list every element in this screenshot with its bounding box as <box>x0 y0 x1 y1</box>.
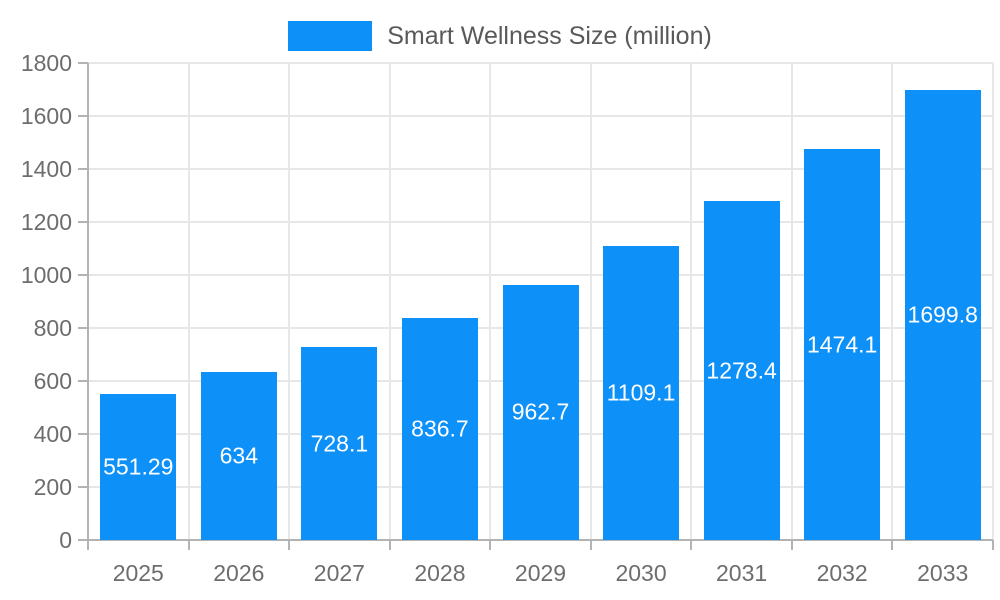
y-gridline <box>88 168 993 170</box>
bar-value-label: 551.29 <box>103 453 174 480</box>
x-gridline <box>589 63 592 540</box>
bar-2030[interactable]: 1109.1 <box>603 246 680 540</box>
x-gridline <box>690 63 693 540</box>
x-gridline <box>891 63 894 540</box>
legend-swatch <box>288 21 373 51</box>
bar-2025[interactable]: 551.29 <box>100 393 177 540</box>
y-axis-tick-label: 0 <box>59 527 72 553</box>
bar-2031[interactable]: 1278.4 <box>703 201 780 540</box>
x-gridline <box>790 63 793 540</box>
x-axis-tick <box>992 540 994 550</box>
y-axis-tick <box>78 486 88 488</box>
y-axis-tick <box>78 327 88 329</box>
y-axis-tick-label: 1400 <box>20 156 72 182</box>
x-axis-tick-label: 2030 <box>615 560 667 586</box>
bar-2033[interactable]: 1699.8 <box>904 89 981 540</box>
bar-value-label: 1474.1 <box>806 331 878 358</box>
y-axis-tick-label: 1800 <box>20 50 72 76</box>
x-gridline <box>489 63 492 540</box>
x-axis-tick-label: 2026 <box>213 560 265 586</box>
y-axis-tick <box>78 168 88 170</box>
y-gridline <box>88 115 993 117</box>
y-axis-tick <box>78 380 88 382</box>
bar-2032[interactable]: 1474.1 <box>804 149 881 540</box>
y-axis-tick-label: 1600 <box>20 103 72 129</box>
y-axis-tick <box>78 274 88 276</box>
bar-value-label: 728.1 <box>310 430 369 457</box>
y-axis-tick <box>78 62 88 64</box>
bar-value-label: 1699.8 <box>907 301 978 328</box>
bar-2027[interactable]: 728.1 <box>301 347 378 540</box>
x-axis-tick-label: 2031 <box>716 560 768 586</box>
bar-value-label: 836.7 <box>411 415 469 442</box>
y-axis-tick-label: 1200 <box>20 209 72 235</box>
y-gridline <box>88 221 993 223</box>
x-gridline <box>187 63 190 540</box>
y-axis-tick-label: 1000 <box>20 262 72 288</box>
y-axis-tick-label: 400 <box>33 421 72 447</box>
bar-value-label: 962.7 <box>511 398 570 425</box>
bar-2028[interactable]: 836.7 <box>401 318 478 540</box>
y-axis-tick-label: 200 <box>33 474 72 500</box>
bar-value-label: 1278.4 <box>706 357 777 384</box>
y-axis-tick-label: 600 <box>33 368 72 394</box>
x-gridline <box>288 63 291 540</box>
x-axis-tick <box>690 540 693 550</box>
x-axis-tick-label: 2032 <box>816 560 868 586</box>
y-axis-tick <box>78 539 88 541</box>
x-axis-tick <box>388 540 391 550</box>
x-axis-tick-label: 2027 <box>313 560 365 586</box>
x-axis-tick <box>187 540 190 550</box>
bar-2029[interactable]: 962.7 <box>502 284 579 540</box>
legend-label: Smart Wellness Size (million) <box>387 22 712 50</box>
x-axis-tick <box>790 540 793 550</box>
y-axis-tick-label: 800 <box>33 315 72 341</box>
y-axis-tick <box>78 433 88 435</box>
y-gridline <box>88 62 993 64</box>
x-axis-tick-label: 2028 <box>414 560 466 586</box>
y-axis-line <box>87 63 89 540</box>
x-axis-tick <box>589 540 592 550</box>
legend-item[interactable]: Smart Wellness Size (million) <box>288 21 712 51</box>
x-axis-tick <box>288 540 291 550</box>
x-gridline <box>388 63 391 540</box>
x-axis-tick-label: 2025 <box>112 560 164 586</box>
y-axis-tick <box>78 115 88 117</box>
y-axis-tick <box>78 221 88 223</box>
x-axis-tick <box>87 540 89 550</box>
bar-value-label: 634 <box>219 442 259 469</box>
x-axis-tick-label: 2033 <box>917 560 969 586</box>
y-gridline <box>88 274 993 276</box>
x-axis-tick <box>891 540 894 550</box>
x-axis-line <box>88 539 993 541</box>
legend: Smart Wellness Size (million) <box>0 21 1000 51</box>
x-axis-tick <box>489 540 492 550</box>
x-gridline <box>992 63 994 540</box>
x-axis-tick-label: 2029 <box>514 560 567 586</box>
bar-2026[interactable]: 634 <box>200 371 277 540</box>
bar-value-label: 1109.1 <box>606 379 676 406</box>
